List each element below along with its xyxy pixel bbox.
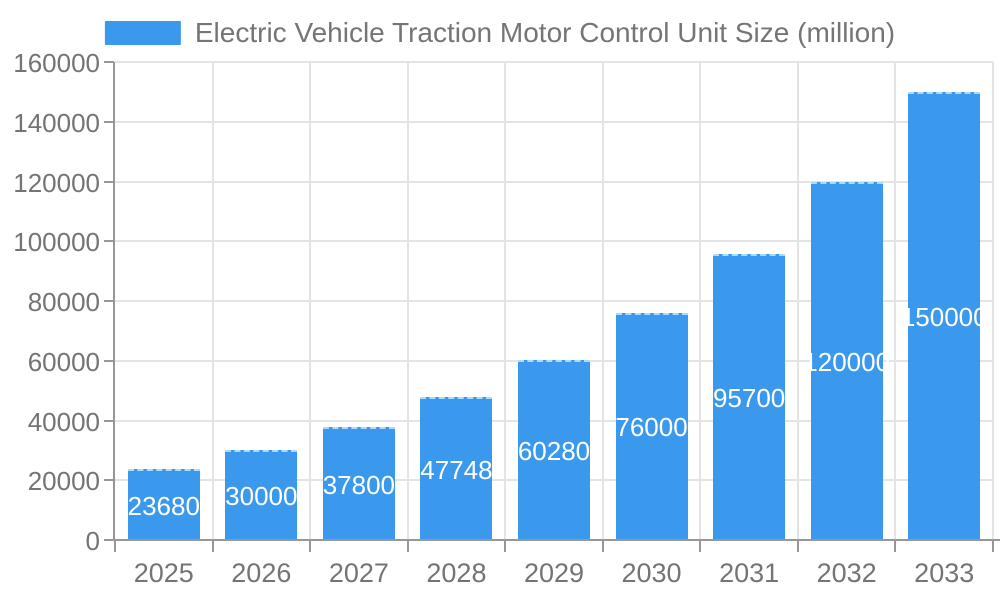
x-axis-label: 2029 <box>523 558 585 588</box>
x-axis-tick <box>894 540 897 552</box>
y-axis-tick <box>104 61 114 63</box>
bar-value-label: 95700 <box>712 383 786 414</box>
bar-value-label: 150000 <box>900 301 988 332</box>
bar[interactable]: 95700 <box>713 254 785 540</box>
x-axis-label: 2028 <box>426 558 487 588</box>
x-axis-label: 2026 <box>231 558 292 588</box>
y-axis-label: 0 <box>85 526 100 556</box>
y-axis-label: 160000 <box>13 48 100 78</box>
x-axis-tick <box>504 540 507 552</box>
gridline-vertical <box>309 62 312 540</box>
gridline-horizontal <box>115 120 993 123</box>
bar[interactable]: 23680 <box>128 469 200 540</box>
bar-value-label: 23680 <box>127 490 200 521</box>
bar[interactable]: 47748 <box>420 397 493 540</box>
x-axis-tick <box>992 540 994 552</box>
x-axis-tick <box>114 540 116 552</box>
y-axis-label: 120000 <box>13 167 100 198</box>
gridline-horizontal <box>115 180 993 183</box>
y-axis-tick <box>104 359 114 362</box>
bar[interactable]: 150000 <box>901 91 988 540</box>
bar-value-label: 120000 <box>803 346 891 377</box>
x-axis-label: 2032 <box>816 558 877 588</box>
gridline-horizontal <box>115 300 993 302</box>
bar[interactable]: 76000 <box>615 312 688 540</box>
legend[interactable]: Electric Vehicle Traction Motor Control … <box>104 17 896 49</box>
gridline-vertical <box>406 62 409 540</box>
gridline-vertical <box>894 62 897 540</box>
bar[interactable]: 37800 <box>323 427 395 540</box>
y-axis-tick <box>104 180 114 183</box>
gridline-horizontal <box>115 61 993 63</box>
y-axis-tick <box>104 300 114 302</box>
x-axis-tick <box>406 540 409 552</box>
y-axis-tick <box>104 240 114 243</box>
x-axis-label: 2033 <box>914 558 975 588</box>
gridline-vertical <box>211 62 214 540</box>
bar-value-label: 30000 <box>225 481 298 512</box>
y-axis-label: 80000 <box>27 287 100 317</box>
bar-value-label: 60280 <box>517 435 591 466</box>
gridline-vertical <box>699 62 702 540</box>
x-axis-tick <box>601 540 604 552</box>
legend-swatch-icon <box>104 21 181 45</box>
y-axis-tick <box>104 479 114 482</box>
gridline-vertical <box>601 62 604 540</box>
y-axis-label: 100000 <box>13 227 100 258</box>
y-axis-label: 20000 <box>27 466 100 497</box>
legend-label: Electric Vehicle Traction Motor Control … <box>194 17 896 48</box>
y-axis-tick <box>104 419 114 422</box>
bar-value-label: 37800 <box>322 469 396 500</box>
gridline-vertical <box>796 62 799 540</box>
bar[interactable]: 30000 <box>225 450 297 540</box>
bar[interactable]: 60280 <box>517 359 591 540</box>
x-axis-label: 2025 <box>133 558 194 588</box>
y-axis-tick <box>104 120 114 123</box>
x-axis-tick <box>309 540 312 552</box>
gridline-vertical <box>504 62 507 540</box>
x-axis-label: 2027 <box>328 558 389 588</box>
x-axis-label: 2031 <box>719 558 780 588</box>
y-axis-line <box>113 62 115 540</box>
gridline-vertical <box>992 62 994 540</box>
bar[interactable]: 120000 <box>803 181 890 540</box>
plot-area: 23680 30000 37800 47748 60280 76000 95700 12000… <box>115 61 994 540</box>
bar-value-label: 47748 <box>420 454 493 485</box>
x-axis-tick <box>796 540 799 552</box>
y-axis-label: 40000 <box>27 406 100 437</box>
y-axis-label: 60000 <box>27 346 100 377</box>
y-axis-label: 140000 <box>13 107 100 138</box>
x-axis-tick <box>699 540 702 552</box>
gridline-horizontal <box>115 240 993 243</box>
x-axis-label: 2030 <box>621 558 682 588</box>
x-axis-tick <box>211 540 214 552</box>
bar-value-label: 76000 <box>615 412 688 443</box>
x-axis-line <box>104 539 1000 541</box>
